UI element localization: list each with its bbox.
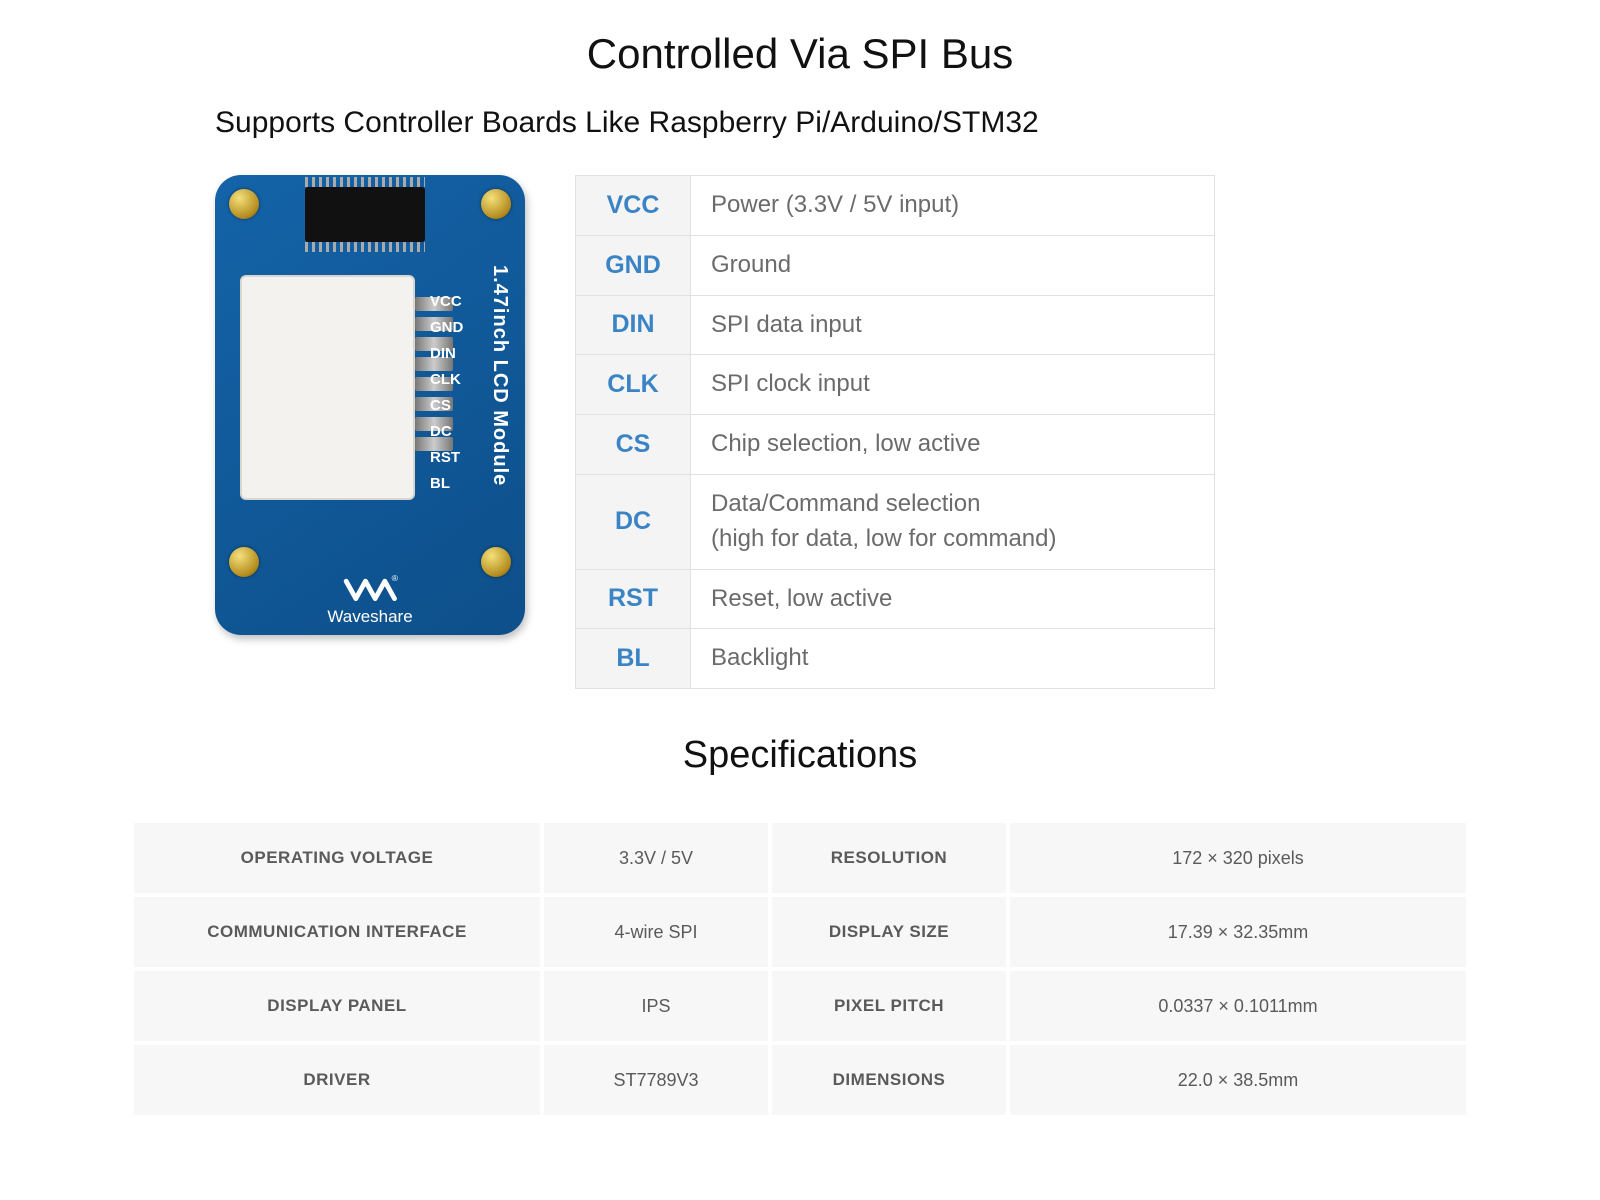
spec-table: OPERATING VOLTAGE3.3V / 5VRESOLUTION172 … bbox=[130, 819, 1470, 1119]
screw-icon bbox=[481, 189, 511, 219]
screw-icon bbox=[481, 547, 511, 577]
spec-label-cell: PIXEL PITCH bbox=[770, 969, 1008, 1043]
table-row: DRIVERST7789V3DIMENSIONS22.0 × 38.5mm bbox=[132, 1043, 1468, 1117]
spec-value-cell: ST7789V3 bbox=[542, 1043, 770, 1117]
table-row: DINSPI data input bbox=[576, 295, 1215, 355]
pin-desc-cell: Ground bbox=[691, 235, 1215, 295]
pin-name-cell: CLK bbox=[576, 355, 691, 415]
pcb-illustration: VCC GND DIN CLK CS DC RST BL 1.47inch LC… bbox=[215, 175, 525, 635]
pcb-pin-label: CLK bbox=[430, 371, 463, 388]
pin-desc-cell: Power (3.3V / 5V input) bbox=[691, 176, 1215, 236]
table-row: CLKSPI clock input bbox=[576, 355, 1215, 415]
pin-name-cell: RST bbox=[576, 569, 691, 629]
pin-desc-cell: Chip selection, low active bbox=[691, 415, 1215, 475]
page-title: Controlled Via SPI Bus bbox=[100, 30, 1500, 78]
spec-value-cell: 22.0 × 38.5mm bbox=[1008, 1043, 1468, 1117]
pin-desc-cell: SPI clock input bbox=[691, 355, 1215, 415]
table-row: CSChip selection, low active bbox=[576, 415, 1215, 475]
spec-value-cell: 0.0337 × 0.1011mm bbox=[1008, 969, 1468, 1043]
pin-desc-cell: Backlight bbox=[691, 629, 1215, 689]
pin-table: VCCPower (3.3V / 5V input)GNDGroundDINSP… bbox=[575, 175, 1215, 689]
pcb-pin-label: RST bbox=[430, 449, 463, 466]
spec-value-cell: 172 × 320 pixels bbox=[1008, 821, 1468, 895]
pcb-vertical-text: 1.47inch LCD Module bbox=[488, 265, 511, 486]
pcb-pin-label: DIN bbox=[430, 345, 463, 362]
pin-name-cell: CS bbox=[576, 415, 691, 475]
pcb-brand-text: Waveshare bbox=[327, 607, 412, 626]
spec-label-cell: RESOLUTION bbox=[770, 821, 1008, 895]
pcb-pin-label: BL bbox=[430, 475, 463, 492]
spec-heading: Specifications bbox=[100, 734, 1500, 777]
pin-name-cell: GND bbox=[576, 235, 691, 295]
screw-icon bbox=[229, 547, 259, 577]
table-row: DCData/Command selection (high for data,… bbox=[576, 474, 1215, 569]
pin-name-cell: VCC bbox=[576, 176, 691, 236]
table-row: BLBacklight bbox=[576, 629, 1215, 689]
table-row: GNDGround bbox=[576, 235, 1215, 295]
spec-label-cell: DISPLAY PANEL bbox=[132, 969, 542, 1043]
table-row: VCCPower (3.3V / 5V input) bbox=[576, 176, 1215, 236]
pcb-brand: ® Waveshare bbox=[327, 571, 412, 627]
pcb-pin-label: CS bbox=[430, 397, 463, 414]
spec-label-cell: OPERATING VOLTAGE bbox=[132, 821, 542, 895]
pin-desc-cell: Data/Command selection (high for data, l… bbox=[691, 474, 1215, 569]
spec-label-cell: DISPLAY SIZE bbox=[770, 895, 1008, 969]
spec-label-cell: DIMENSIONS bbox=[770, 1043, 1008, 1117]
pcb-pin-label: DC bbox=[430, 423, 463, 440]
table-row: COMMUNICATION INTERFACE4-wire SPIDISPLAY… bbox=[132, 895, 1468, 969]
connector-icon bbox=[240, 275, 415, 500]
spec-value-cell: IPS bbox=[542, 969, 770, 1043]
pin-desc-cell: SPI data input bbox=[691, 295, 1215, 355]
pcb-pin-label: GND bbox=[430, 319, 463, 336]
svg-text:®: ® bbox=[391, 573, 398, 583]
ic-chip-icon bbox=[305, 187, 425, 242]
waveshare-logo-icon: ® bbox=[341, 571, 399, 605]
table-row: RSTReset, low active bbox=[576, 569, 1215, 629]
pcb-pin-labels: VCC GND DIN CLK CS DC RST BL bbox=[430, 293, 463, 492]
spec-label-cell: COMMUNICATION INTERFACE bbox=[132, 895, 542, 969]
table-row: DISPLAY PANELIPSPIXEL PITCH0.0337 × 0.10… bbox=[132, 969, 1468, 1043]
pin-name-cell: DIN bbox=[576, 295, 691, 355]
spec-value-cell: 4-wire SPI bbox=[542, 895, 770, 969]
screw-icon bbox=[229, 189, 259, 219]
pin-name-cell: DC bbox=[576, 474, 691, 569]
page-subtitle: Supports Controller Boards Like Raspberr… bbox=[215, 106, 1500, 140]
pin-name-cell: BL bbox=[576, 629, 691, 689]
spec-value-cell: 3.3V / 5V bbox=[542, 821, 770, 895]
pin-desc-cell: Reset, low active bbox=[691, 569, 1215, 629]
upper-section: VCC GND DIN CLK CS DC RST BL 1.47inch LC… bbox=[215, 175, 1500, 689]
pcb-pin-label: VCC bbox=[430, 293, 463, 310]
spec-label-cell: DRIVER bbox=[132, 1043, 542, 1117]
table-row: OPERATING VOLTAGE3.3V / 5VRESOLUTION172 … bbox=[132, 821, 1468, 895]
spec-value-cell: 17.39 × 32.35mm bbox=[1008, 895, 1468, 969]
